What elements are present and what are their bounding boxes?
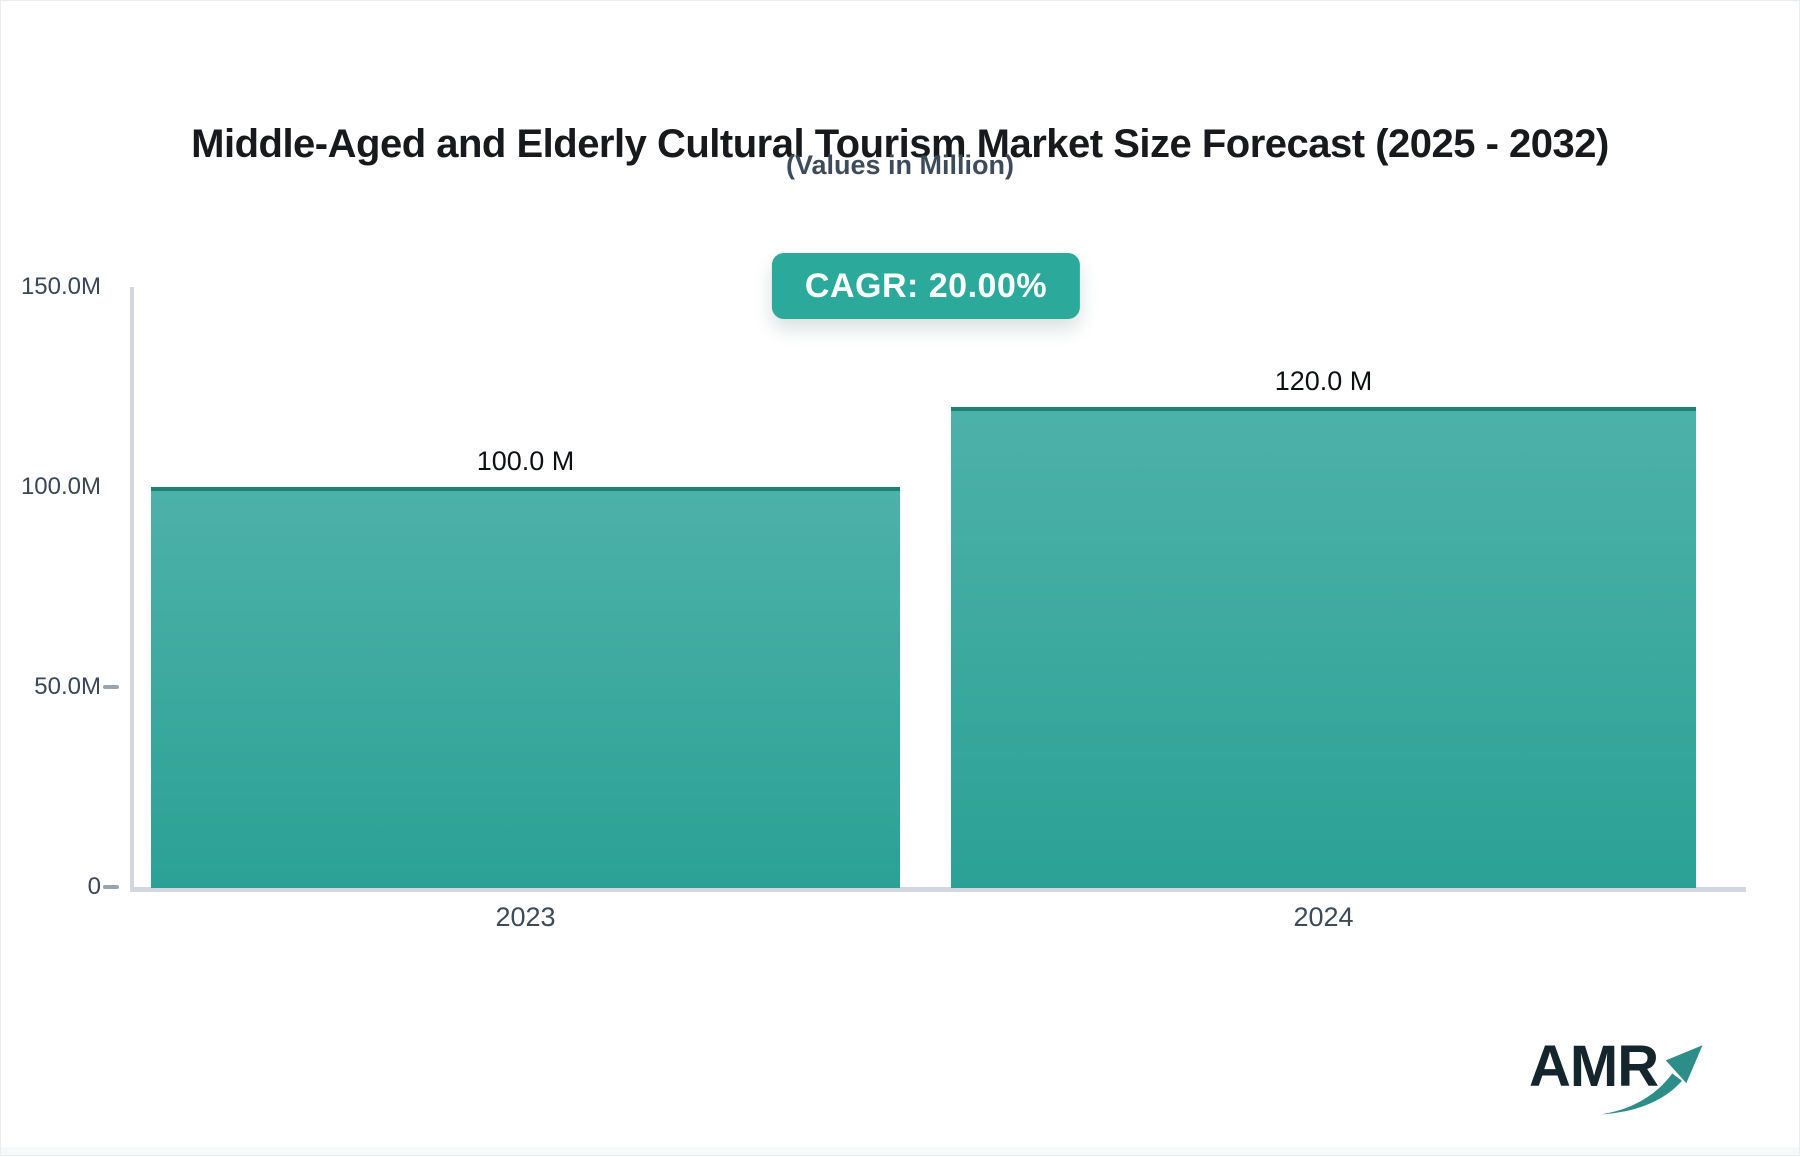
chart-subtitle: (Values in Million)	[785, 150, 1015, 180]
y-tick-label-150.0M: 150.0M	[20, 273, 101, 300]
growth-arrow-icon	[1601, 1045, 1703, 1115]
amr-logo-text: AMR	[1529, 1034, 1659, 1099]
x-axis-label-2023: 2023	[495, 902, 556, 932]
cagr-badge: CAGR: 20.00%	[771, 253, 1081, 319]
y-axis-line	[130, 287, 134, 891]
y-tick-label-50.0M: 50.0M	[34, 673, 101, 700]
y-tick-mark	[103, 685, 119, 689]
y-tick-mark	[103, 885, 119, 889]
x-axis-label-2024: 2024	[1293, 902, 1354, 932]
page-title: Middle-Aged and Elderly Cultural Tourism…	[191, 121, 1609, 166]
bottom-strip	[1, 1147, 1799, 1155]
bar-value-label: 120.0 M	[1274, 366, 1373, 396]
bar-value-label: 100.0 M	[476, 446, 575, 476]
bar-2023	[151, 487, 900, 888]
y-tick-label-0: 0	[87, 873, 101, 900]
y-tick-label-100.0M: 100.0M	[20, 473, 101, 500]
bar-2024	[951, 407, 1696, 888]
x-axis-line	[130, 887, 1746, 892]
amr-logo: AMR	[1529, 1033, 1729, 1129]
